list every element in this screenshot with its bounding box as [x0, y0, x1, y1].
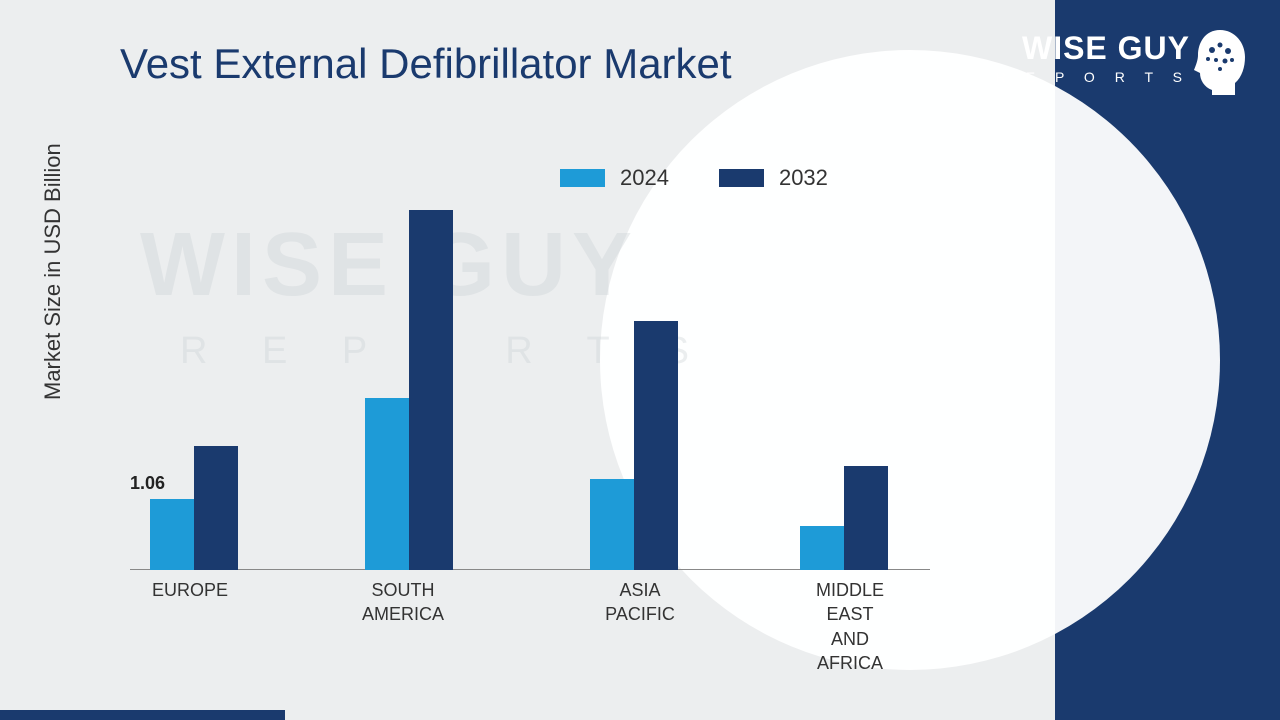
y-axis-label: Market Size in USD Billion: [40, 143, 66, 400]
legend-label-2032: 2032: [779, 165, 828, 191]
logo-sub: R E P O R T S: [996, 69, 1190, 85]
bar: [365, 398, 409, 570]
category-label: ASIAPACIFIC: [585, 578, 695, 627]
bar-group: [365, 210, 453, 570]
legend-item-2032: 2032: [719, 165, 828, 191]
legend: 2024 2032: [560, 165, 828, 191]
bar-group: [590, 321, 678, 570]
legend-swatch-2024: [560, 169, 605, 187]
legend-swatch-2032: [719, 169, 764, 187]
logo: WISE GUY R E P O R T S: [996, 30, 1250, 85]
bar: [150, 499, 194, 570]
value-label: 1.06: [130, 473, 165, 494]
category-label: EUROPE: [140, 578, 240, 602]
bar-group: [800, 466, 888, 570]
category-label: MIDDLEEASTANDAFRICA: [795, 578, 905, 675]
chart-title: Vest External Defibrillator Market: [120, 40, 732, 88]
bar: [409, 210, 453, 570]
bar: [590, 479, 634, 570]
legend-item-2024: 2024: [560, 165, 669, 191]
bar: [800, 526, 844, 570]
bottom-accent-bar: [0, 710, 285, 720]
category-label: SOUTHAMERICA: [348, 578, 458, 627]
head-icon: [1190, 25, 1250, 95]
bar-group: [150, 446, 238, 570]
bar: [634, 321, 678, 570]
legend-label-2024: 2024: [620, 165, 669, 191]
logo-main: WISE GUY: [996, 30, 1190, 67]
chart-area: 1.06: [130, 200, 930, 570]
bar: [844, 466, 888, 570]
bar: [194, 446, 238, 570]
